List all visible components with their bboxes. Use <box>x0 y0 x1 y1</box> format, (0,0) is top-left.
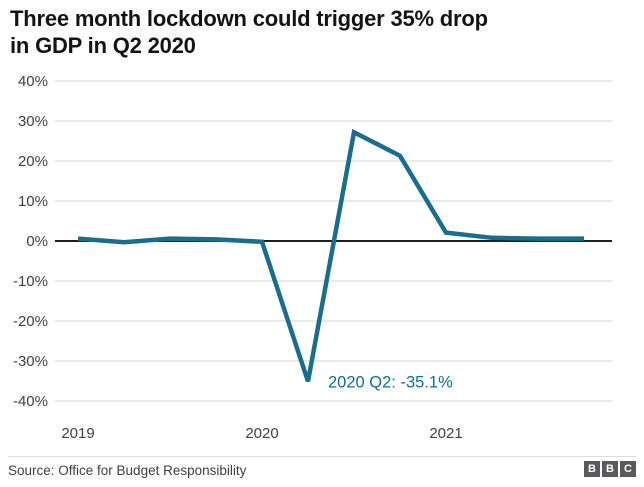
y-tick-label: 0% <box>26 233 48 250</box>
y-tick-label: 40% <box>18 73 48 90</box>
gdp-series-line <box>77 128 584 383</box>
x-tick-label: 2020 <box>245 425 278 442</box>
bbc-logo-block: B <box>602 461 618 477</box>
bbc-logo-block: C <box>620 461 636 477</box>
y-tick-label: 20% <box>18 153 48 170</box>
y-tick-label: -10% <box>13 273 48 290</box>
y-tick-label: -20% <box>13 313 48 330</box>
y-tick-label: 10% <box>18 193 48 210</box>
gdp-line-chart: 40% 30% 20% 10% 0% -10% -20% -30% -40% 2019 2020 20… <box>13 73 612 442</box>
y-tick-label: -40% <box>13 393 48 410</box>
y-tick-label: -30% <box>13 353 48 370</box>
x-tick-label: 2019 <box>61 425 94 442</box>
footer-divider <box>8 456 636 457</box>
source-attribution: Source: Office for Budget Responsibility <box>8 463 247 478</box>
page-title: Three month lockdown could trigger 35% d… <box>10 6 488 58</box>
trough-annotation: 2020 Q2: -35.1% <box>328 373 453 391</box>
y-tick-label: 30% <box>18 113 48 130</box>
x-tick-label: 2021 <box>429 425 462 442</box>
bbc-logo-block: B <box>584 461 600 477</box>
